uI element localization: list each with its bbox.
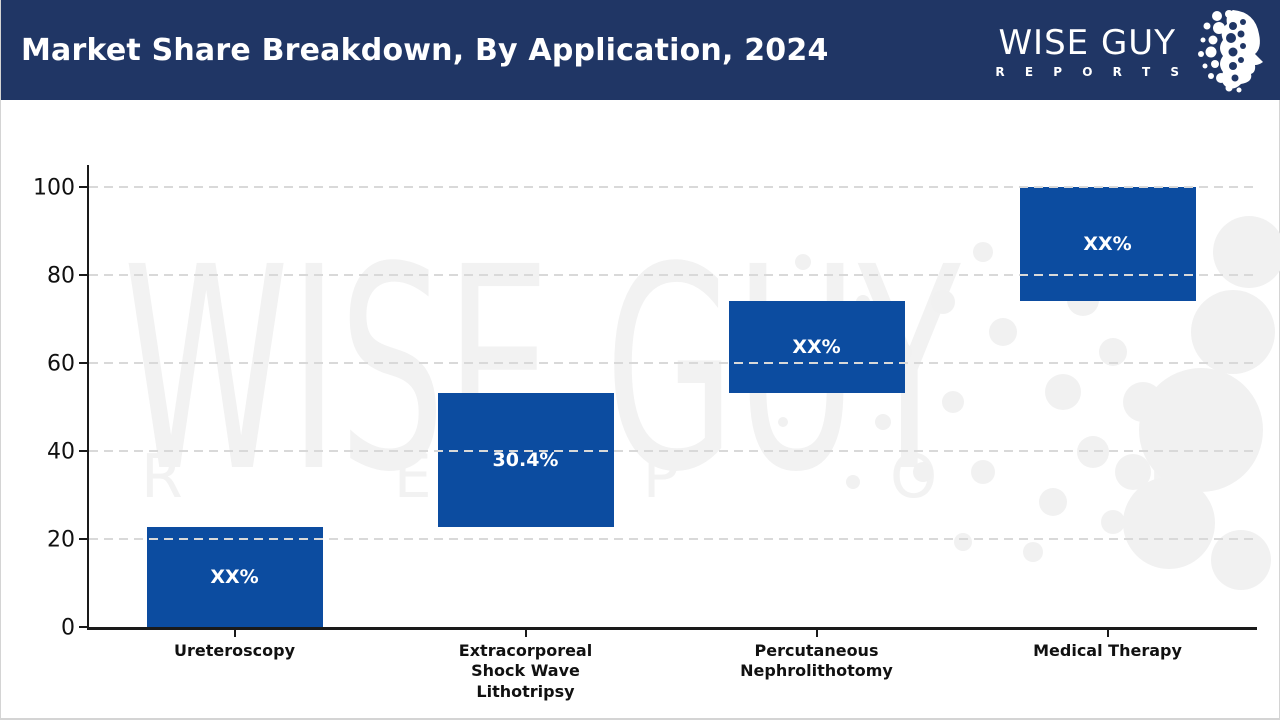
bar-value-label: XX% <box>1083 233 1132 256</box>
x-tick-mark <box>1106 630 1109 637</box>
x-category-label: Ureteroscopy <box>174 641 295 660</box>
y-tick-mark <box>79 450 87 452</box>
y-axis-line <box>87 165 89 630</box>
y-tick-mark <box>79 626 87 628</box>
gridline <box>89 538 1253 540</box>
x-axis-line <box>87 627 1257 630</box>
y-tick-label: 20 <box>47 527 75 553</box>
bar-segment <box>437 392 614 527</box>
gridline <box>89 274 1253 276</box>
bar-segment <box>1019 187 1196 302</box>
y-tick-label: 100 <box>33 175 75 201</box>
x-category-label: Percutaneous Nephrolithotomy <box>740 641 893 681</box>
y-tick-label: 80 <box>47 263 75 289</box>
x-tick-mark <box>524 630 527 637</box>
x-category-label: Extracorporeal Shock Wave Lithotripsy <box>458 641 593 701</box>
y-tick-mark <box>79 274 87 276</box>
y-tick-mark <box>79 362 87 364</box>
bar-value-label: XX% <box>792 336 841 359</box>
y-tick-label: 0 <box>61 615 75 641</box>
x-tick-mark <box>233 630 236 637</box>
x-category-label: Medical Therapy <box>1033 641 1182 660</box>
y-tick-mark <box>79 186 87 188</box>
bar-value-label: 30.4% <box>492 448 559 471</box>
chart-title: Market Share Breakdown, By Application, … <box>21 32 829 68</box>
logo-face-icon <box>1198 10 1263 93</box>
gridline <box>89 362 1253 364</box>
logo-wordmark: WISE GUY R E P O R T S <box>987 26 1187 79</box>
logo-reports-text: R E P O R T S <box>995 64 1187 79</box>
logo-name-text: WISE GUY <box>998 22 1176 63</box>
bar-segment <box>728 301 905 393</box>
bar-value-label: XX% <box>210 565 259 588</box>
y-tick-label: 60 <box>47 351 75 377</box>
x-tick-mark <box>815 630 818 637</box>
gridline <box>89 186 1253 188</box>
wise-guy-logo: WISE GUY R E P O R T S <box>987 4 1267 96</box>
y-tick-label: 40 <box>47 439 75 465</box>
header: Market Share Breakdown, By Application, … <box>1 0 1280 100</box>
gridline <box>89 450 1253 452</box>
bar-segment <box>146 526 323 627</box>
y-tick-mark <box>79 538 87 540</box>
